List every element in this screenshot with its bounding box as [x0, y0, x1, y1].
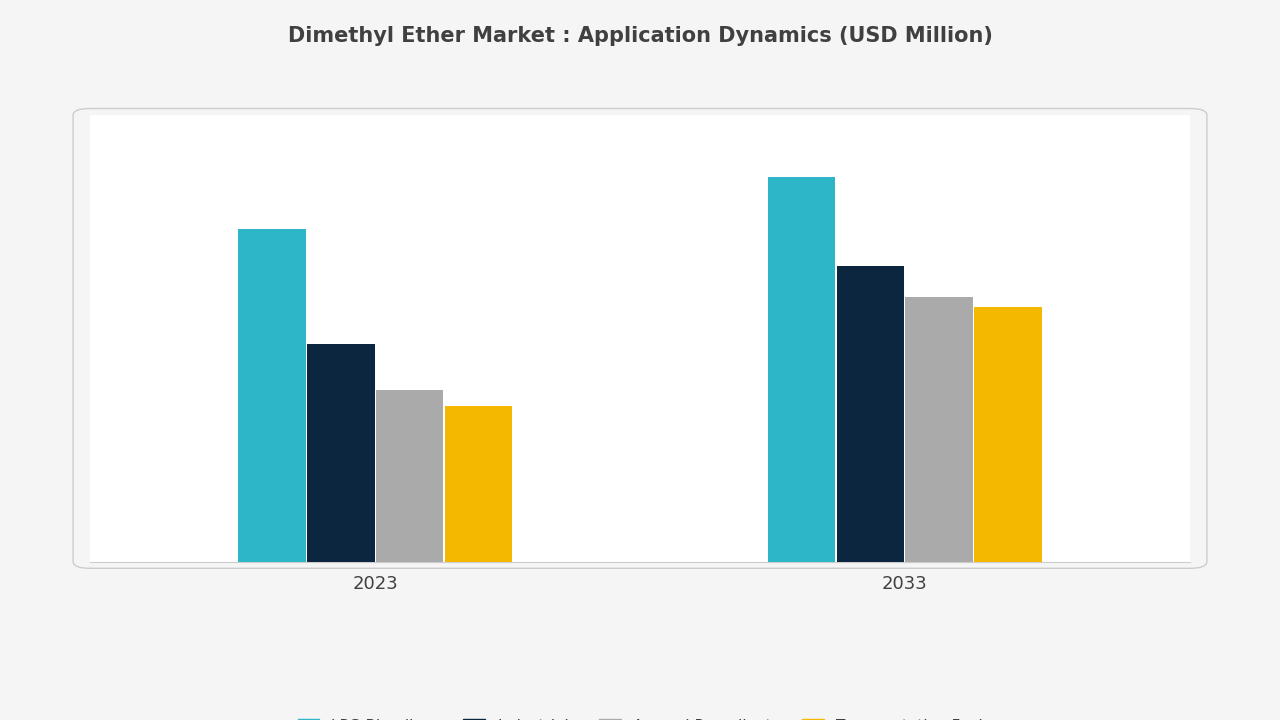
Bar: [238, 230, 306, 562]
Text: Dimethyl Ether Market : Application Dynamics (USD Million): Dimethyl Ether Market : Application Dyna…: [288, 26, 992, 46]
Bar: [307, 343, 375, 562]
Bar: [905, 297, 973, 562]
Bar: [837, 266, 904, 562]
Bar: [768, 178, 835, 562]
Legend: LPG Blending, Industrial, Aerosol Propellant, Transportation Fuel: LPG Blending, Industrial, Aerosol Propel…: [289, 711, 991, 720]
Bar: [974, 307, 1042, 562]
Bar: [376, 390, 443, 562]
Bar: [445, 406, 512, 562]
